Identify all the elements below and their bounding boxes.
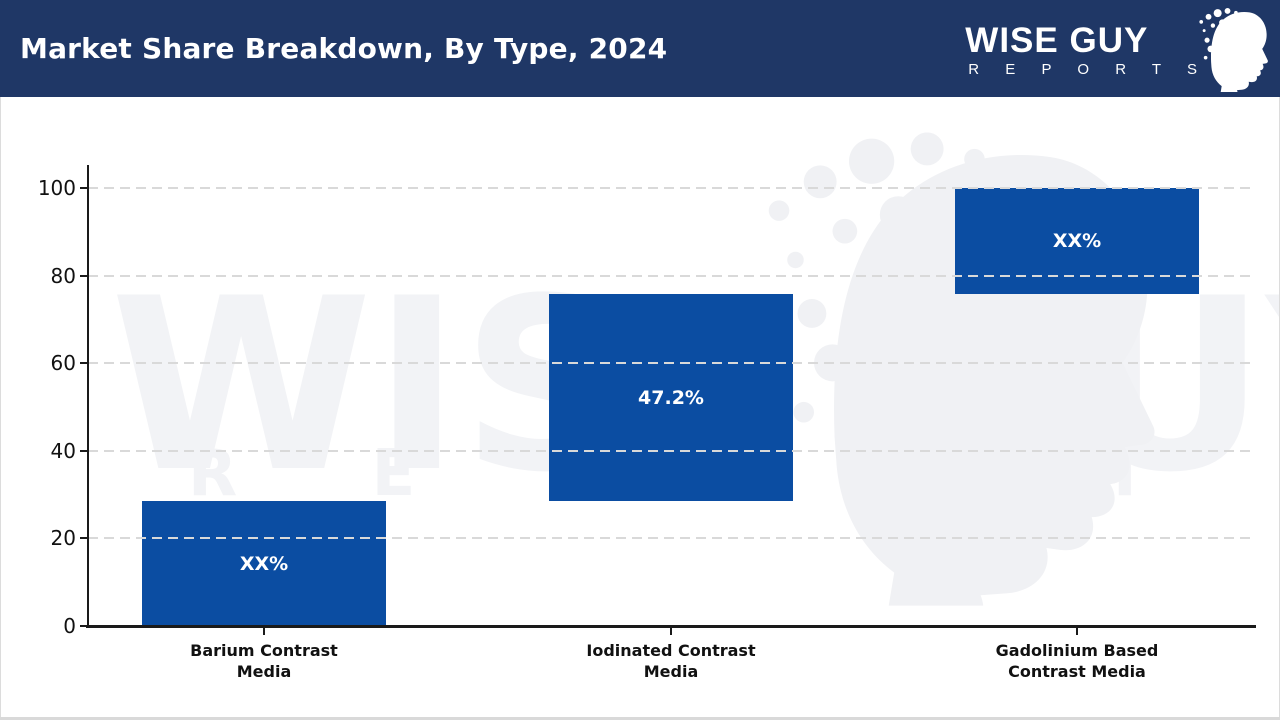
y-tick-mark-40 bbox=[80, 450, 87, 452]
bar-1: XX% bbox=[142, 501, 386, 626]
x-tick-mark-3 bbox=[1076, 628, 1078, 635]
x-category-label-1: Barium Contrast Media bbox=[124, 640, 404, 682]
bar-3: XX% bbox=[955, 188, 1199, 294]
chart-title: Market Share Breakdown, By Type, 2024 bbox=[20, 32, 668, 65]
x-category-label-line1: Barium Contrast bbox=[190, 641, 338, 660]
y-tick-mark-20 bbox=[80, 537, 87, 539]
x-axis-line bbox=[86, 625, 1256, 628]
bar-2: 47.2% bbox=[549, 294, 793, 501]
bar-value-label-1: XX% bbox=[239, 552, 289, 575]
bar-value-label-3: XX% bbox=[1052, 230, 1102, 252]
wiseguy-logo: WISE GUY R E P O R T S bbox=[965, 6, 1272, 94]
y-tick-mark-80 bbox=[80, 275, 87, 277]
gridline-80 bbox=[88, 275, 1256, 277]
y-tick-label-80: 80 bbox=[50, 264, 76, 288]
x-category-label-line1: Gadolinium Based bbox=[995, 641, 1159, 660]
gridline-20 bbox=[88, 537, 1256, 539]
y-tick-mark-100 bbox=[80, 187, 87, 189]
logo-wordmark: WISE GUY bbox=[965, 20, 1149, 60]
left-border bbox=[0, 97, 1, 720]
logo-text: WISE GUY R E P O R T S bbox=[965, 20, 1208, 78]
x-category-label-2: Iodinated Contrast Media bbox=[531, 640, 811, 682]
y-tick-label-100: 100 bbox=[37, 176, 76, 200]
y-tick-label-20: 20 bbox=[50, 526, 76, 550]
x-category-label-line1: Iodinated Contrast bbox=[586, 641, 756, 660]
x-category-label-3: Gadolinium Based Contrast Media bbox=[937, 640, 1217, 682]
logo-subtitle: R E P O R T S bbox=[968, 60, 1208, 78]
header-bar: Market Share Breakdown, By Type, 2024 WI… bbox=[0, 0, 1280, 97]
y-tick-label-60: 60 bbox=[50, 351, 76, 375]
gridline-60 bbox=[88, 362, 1256, 364]
y-tick-label-0: 0 bbox=[63, 614, 76, 638]
x-category-label-line2: Media bbox=[236, 662, 292, 681]
y-tick-mark-60 bbox=[80, 362, 87, 364]
bar-value-label-2: 47.2% bbox=[638, 386, 704, 409]
y-tick-mark-0 bbox=[80, 625, 87, 627]
gridline-40 bbox=[88, 450, 1256, 452]
bottom-border bbox=[0, 717, 1280, 720]
y-tick-label-40: 40 bbox=[50, 439, 76, 463]
x-category-label-line2: Media bbox=[643, 662, 699, 681]
x-tick-mark-2 bbox=[670, 628, 672, 635]
y-axis-line bbox=[87, 165, 89, 627]
x-category-label-line2: Contrast Media bbox=[1008, 662, 1146, 681]
x-tick-mark-1 bbox=[263, 628, 265, 635]
gridline-100 bbox=[88, 187, 1256, 189]
